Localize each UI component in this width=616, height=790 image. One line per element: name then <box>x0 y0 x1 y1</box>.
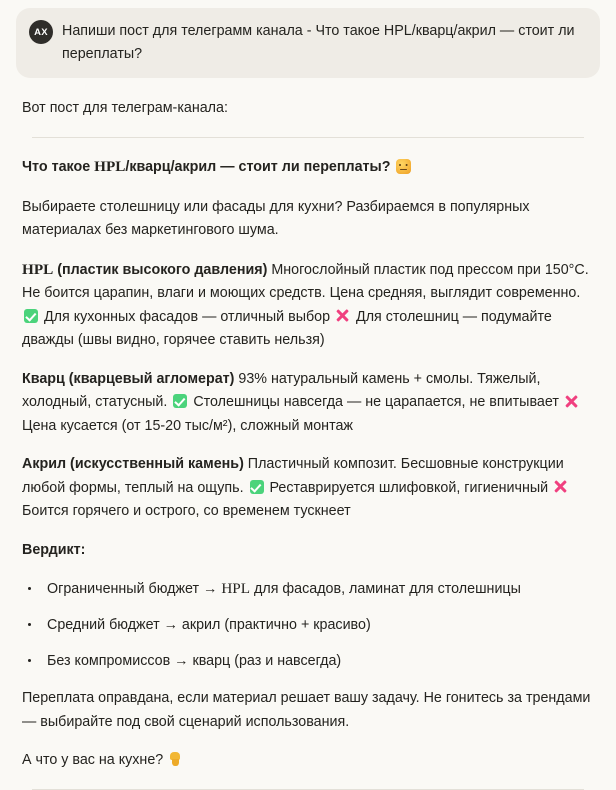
list-item: Без компромиссов → кварц (раз и навсегда… <box>22 650 600 672</box>
verdict-item-2-before: Без компромиссов → кварц (раз и навсегда… <box>47 653 342 669</box>
verdict-item-1-before: Средний бюджет → акрил (практично + крас… <box>47 617 371 633</box>
section-akril-pro: Реставрируется шлифовкой, гигиеничный <box>265 479 553 496</box>
section-kvarc-pro: Столешницы навсегда — не царапается, не … <box>189 394 563 410</box>
section-akril-con: Боится горячего и острого, со временем т… <box>22 503 351 519</box>
assistant-intro-line: Вот пост для телеграм-канала: <box>22 100 228 116</box>
check-mark-icon <box>173 394 188 408</box>
list-item: Ограниченный бюджет → HPL для фасадов, л… <box>22 578 600 600</box>
user-message-text: Напиши пост для телеграмм канала - Что т… <box>62 23 575 62</box>
point-down-emoji <box>169 752 182 767</box>
divider-bottom <box>32 788 584 790</box>
section-kvarc-con: Цена кусается (от 15-20 тыс/м²), сложный… <box>22 417 353 434</box>
verdict-item-0-serif: HPL <box>221 580 251 597</box>
post-heading-suffix: /кварц/акрил — стоит ли переплаты? <box>125 159 391 175</box>
section-hpl-pro: Для кухонных фасадов — отличный выбор <box>40 308 335 325</box>
verdict-heading: Вердикт: <box>22 541 86 558</box>
post-heading: Что такое HPL/кварц/акрил — стоит ли пер… <box>22 155 600 180</box>
cross-mark-icon <box>554 480 568 494</box>
cross-mark-icon <box>565 394 579 408</box>
section-kvarc-body: 93% натуральный камень + смолы. Тяжелый,… <box>22 370 541 411</box>
cross-mark-icon <box>336 309 350 323</box>
post-heading-hpl: HPL <box>94 158 126 175</box>
verdict-list: Ограниченный бюджет → HPL для фасадов, л… <box>22 578 600 672</box>
section-kvarc: Кварц (кварцевый агломерат) 93% натураль… <box>22 368 600 439</box>
section-akril-body: Пластичный композит. Бесшовные конструкц… <box>22 456 564 496</box>
user-message-turn: AX Напиши пост для телеграмм канала - Чт… <box>0 0 616 78</box>
check-mark-icon <box>24 308 38 323</box>
user-message-bubble[interactable]: AX Напиши пост для телеграмм канала - Чт… <box>16 8 600 78</box>
check-mark-icon <box>249 479 264 494</box>
assistant-message-turn: Вот пост для телеграм-канала: Что такое … <box>0 78 616 790</box>
telegram-post-body: Что такое HPL/кварц/акрил — стоит ли пер… <box>16 138 600 789</box>
section-akril-title: Акрил (искусственный камень) <box>22 456 244 472</box>
post-closing: Переплата оправдана, если материал решае… <box>22 690 591 730</box>
list-item: Средний бюджет → акрил (практично + крас… <box>22 614 600 636</box>
avatar: AX <box>29 20 53 44</box>
section-hpl-con: Для столешниц — подумайте дважды (швы ви… <box>22 308 552 349</box>
verdict-item-0-after: для фасадов, ламинат для столешницы <box>250 581 521 597</box>
post-heading-prefix: Что такое <box>22 159 95 175</box>
thinking-face-emoji <box>396 159 412 174</box>
section-kvarc-title: Кварц (кварцевый агломерат) <box>22 370 235 387</box>
post-cta-text: А что у вас на кухне? <box>22 752 164 768</box>
section-akril: Акрил (искусственный камень) Пластичный … <box>22 453 600 524</box>
section-hpl-title-serif: HPL <box>22 260 54 278</box>
chat-conversation: AX Напиши пост для телеграмм канала - Чт… <box>0 0 616 680</box>
post-lede: Выбираете столешницу или фасады для кухн… <box>22 198 530 239</box>
post-cta: А что у вас на кухне? <box>22 749 600 773</box>
section-hpl-title: (пластик высокого давления) <box>53 261 268 278</box>
verdict-item-0-before: Ограниченный бюджет → <box>47 581 222 597</box>
section-hpl-body: Многослойный пластик под прессом при 150… <box>22 261 589 302</box>
divider-top <box>32 137 584 138</box>
section-hpl: HPL (пластик высокого давления) Многосло… <box>22 258 600 353</box>
